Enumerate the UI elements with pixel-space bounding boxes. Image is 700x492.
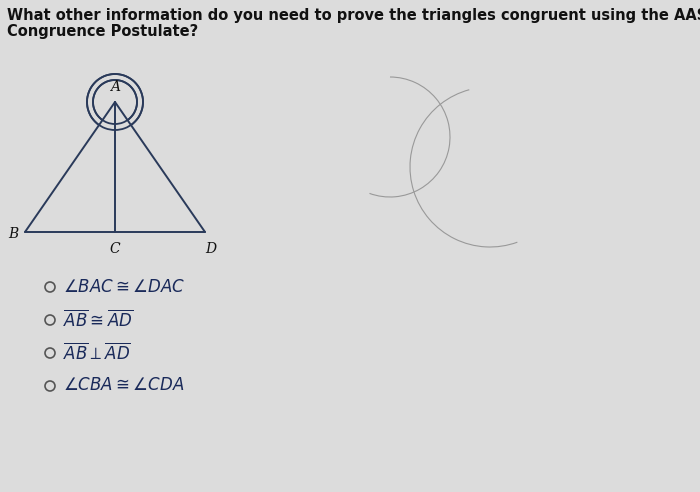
Text: $\angle CBA \cong \angle CDA$: $\angle CBA \cong \angle CDA$ — [63, 377, 184, 395]
Text: C: C — [110, 242, 120, 256]
Text: $\overline{AB} \perp \overline{AD}$: $\overline{AB} \perp \overline{AD}$ — [63, 342, 131, 364]
Text: What other information do you need to prove the triangles congruent using the AA: What other information do you need to pr… — [7, 8, 700, 23]
Text: $\overline{AB} \cong \overline{AD}$: $\overline{AB} \cong \overline{AD}$ — [63, 309, 133, 331]
Text: D: D — [205, 242, 216, 256]
Text: A: A — [110, 80, 120, 94]
Text: B: B — [8, 227, 18, 241]
Text: $\angle BAC \cong \angle DAC$: $\angle BAC \cong \angle DAC$ — [63, 278, 186, 296]
Text: Congruence Postulate?: Congruence Postulate? — [7, 24, 198, 39]
